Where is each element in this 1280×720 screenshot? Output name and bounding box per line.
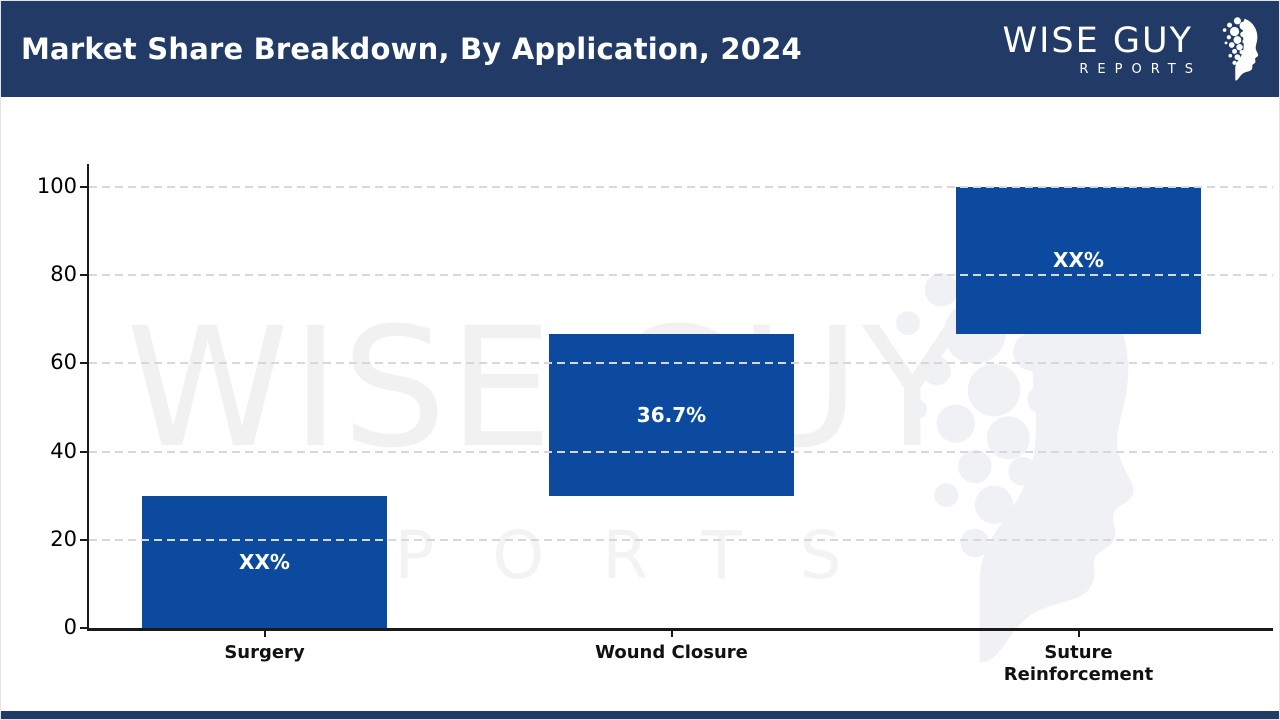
gridline-80 (89, 274, 1273, 277)
y-tick-mark (80, 450, 89, 453)
y-tick-mark (80, 362, 89, 365)
bar-value-label-surgery: XX% (239, 549, 290, 574)
y-tick-mark (80, 538, 89, 541)
y-tick-mark (80, 186, 89, 188)
bar-value-label-suture-reinforcement: XX% (1053, 248, 1104, 273)
x-tick-mark (1077, 628, 1080, 637)
wiseguy-logo: WISE GUY REPORTS (1002, 9, 1263, 91)
brand-name-label: WISE GUY (1002, 21, 1193, 62)
gridline-60 (89, 362, 1273, 365)
y-tick-mark (80, 274, 89, 277)
bar-suture-reinforcement: XX% (956, 187, 1201, 334)
gridline-40 (89, 450, 1273, 453)
bar-value-label-wound-closure: 36.7% (636, 402, 707, 427)
y-axis-tick-label: 0 (63, 615, 77, 639)
y-axis-tick-label: 40 (50, 438, 77, 463)
y-axis-tick-label: 80 (50, 262, 77, 287)
y-tick-mark (80, 627, 89, 629)
y-axis-tick-label: 60 (50, 350, 77, 375)
watermark-line1: WISE GUY (126, 292, 965, 484)
footer-bar (1, 711, 1279, 719)
x-tick-mark (263, 628, 266, 637)
bar-wound-closure: 36.7% (549, 333, 794, 496)
header-bar: Market Share Breakdown, By Application, … (1, 1, 1279, 97)
gridline-100 (89, 186, 1273, 188)
x-axis-label-surgery: Surgery (224, 642, 305, 663)
y-axis-tick-label: 100 (36, 174, 77, 198)
y-axis-line (87, 164, 89, 628)
x-tick-mark (670, 628, 673, 637)
chart-canvas: WISE GUY REPORTS 0 20 40 60 80 100 XX% Surgery 3… (1, 97, 1279, 713)
wiseguy-logo-text: WISE GUY REPORTS (1002, 23, 1193, 77)
page-title: Market Share Breakdown, By Application, … (21, 32, 802, 66)
wiseguy-face-icon (1222, 17, 1259, 81)
y-axis-tick-label: 20 (50, 526, 77, 551)
brand-sub-label: REPORTS (1079, 61, 1202, 77)
x-axis-label-suture-reinforcement: Suture Reinforcement (1003, 642, 1154, 685)
gridline-20 (89, 538, 1273, 541)
x-axis-line (87, 628, 1273, 631)
x-axis-label-wound-closure: Wound Closure (595, 642, 748, 663)
bar-surgery: XX% (142, 495, 387, 628)
